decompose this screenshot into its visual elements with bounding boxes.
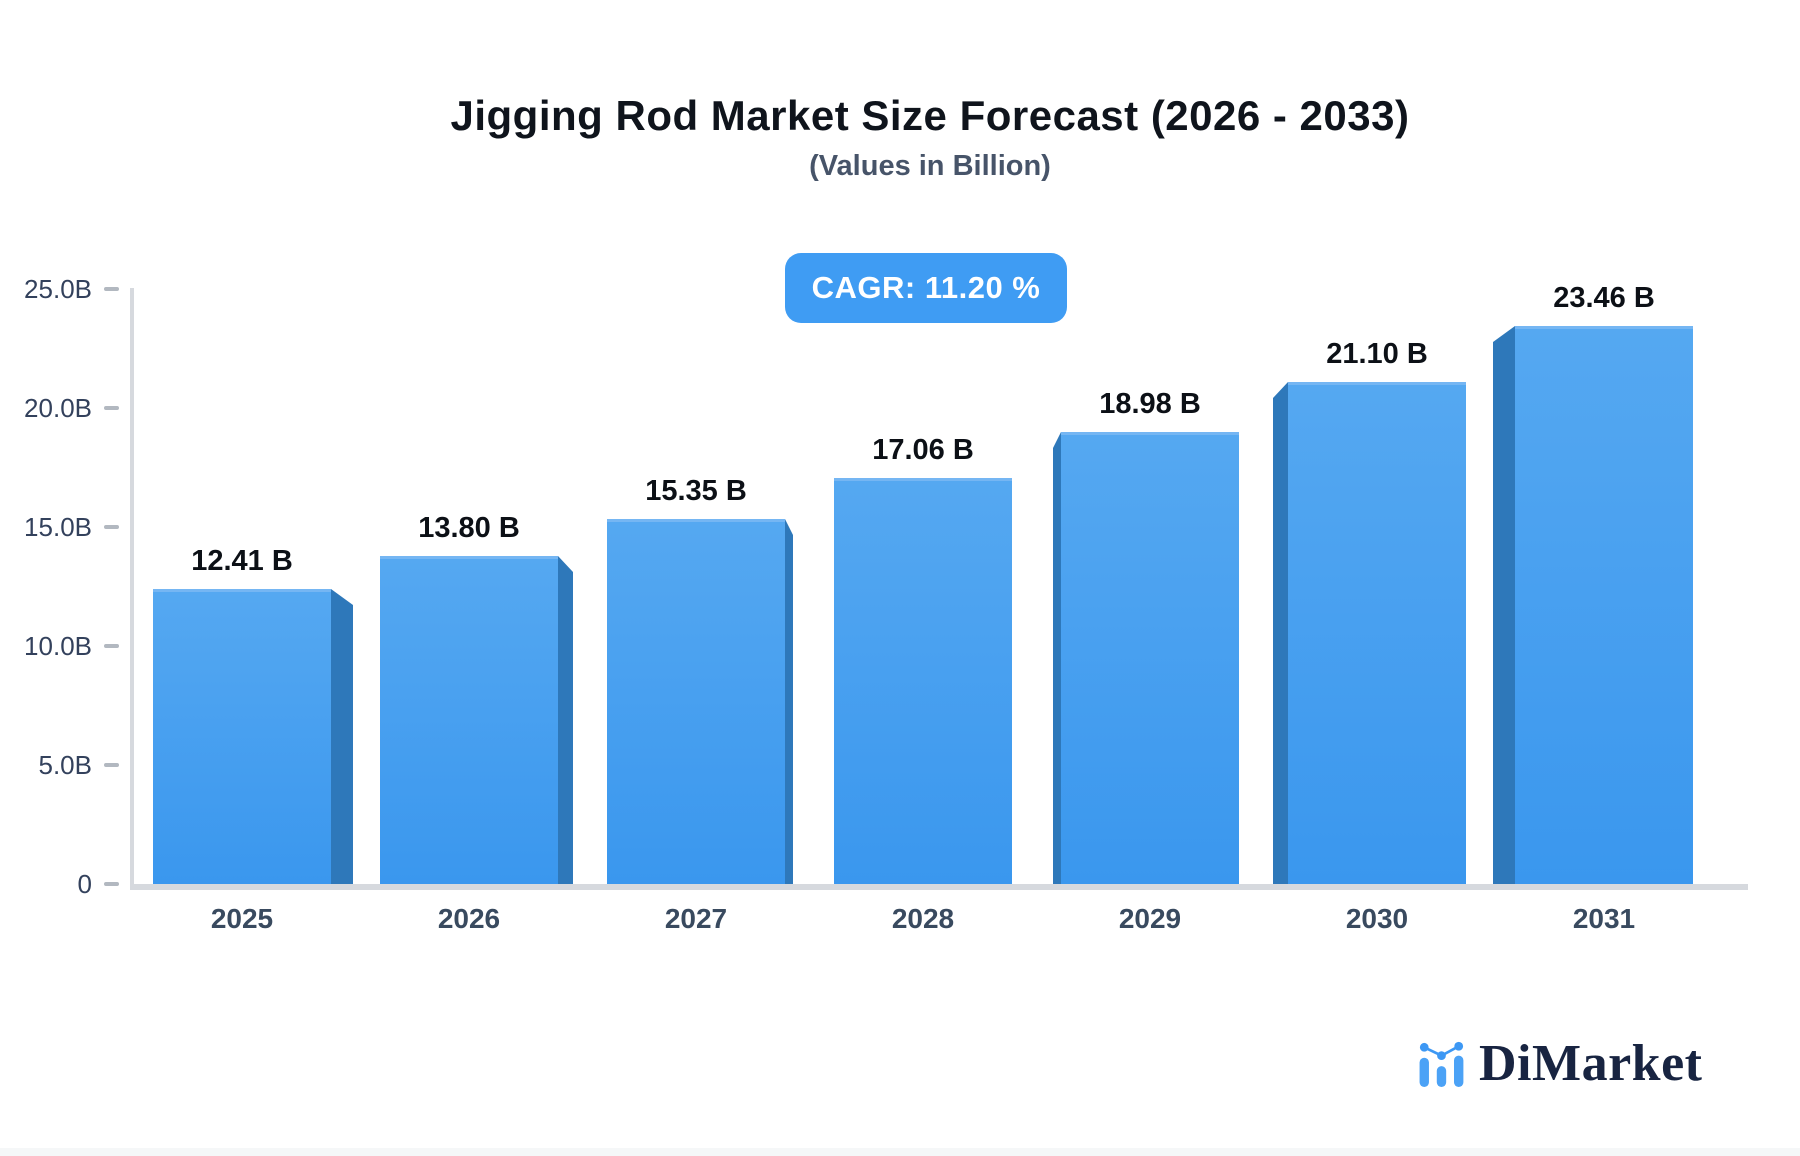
brand-name: DiMarket <box>1479 1035 1703 1092</box>
y-axis-tick-label: 10.0B <box>24 631 92 661</box>
bar-value-label: 13.80 B <box>418 512 520 544</box>
bar <box>1061 432 1239 884</box>
y-axis-line <box>130 288 134 884</box>
chart-title: Jigging Rod Market Size Forecast (2026 -… <box>450 92 1410 139</box>
x-axis-label: 2029 <box>1118 903 1182 934</box>
bar-side-face <box>1273 382 1288 884</box>
bar <box>380 556 558 884</box>
bar-side-face <box>785 519 793 884</box>
cagr-badge: CAGR: 11.20 % <box>785 253 1067 323</box>
bar-value-label: 23.46 B <box>1553 282 1655 314</box>
y-axis-tick-mark <box>104 644 119 648</box>
bar-side-face <box>1053 432 1061 884</box>
x-axis-label: 2028 <box>891 903 955 934</box>
y-axis-tick-label: 15.0B <box>24 512 92 542</box>
bar <box>834 478 1012 884</box>
x-axis-label: 2027 <box>664 903 728 934</box>
y-axis-tick-label: 5.0B <box>38 750 93 780</box>
bar-side-face <box>1493 326 1515 884</box>
y-axis-tick-mark <box>104 882 119 886</box>
x-axis-label: 2026 <box>437 903 501 934</box>
bar-side-face <box>331 589 353 884</box>
y-axis-tick-mark <box>104 763 119 767</box>
bar <box>607 519 785 884</box>
bar <box>1515 326 1693 884</box>
page-bottom-strip <box>0 1148 1800 1156</box>
y-axis-tick-label: 0 <box>77 869 92 899</box>
y-axis-tick-label: 20.0B <box>24 393 92 423</box>
chart-subtitle: (Values in Billion) <box>809 150 1051 182</box>
bar-value-label: 21.10 B <box>1326 338 1428 370</box>
bar-chart-logo-icon <box>1419 1041 1464 1087</box>
x-axis-label: 2025 <box>210 903 274 934</box>
bar-side-face <box>558 556 573 884</box>
y-axis-tick-mark <box>104 406 119 410</box>
x-axis-label: 2030 <box>1345 903 1409 934</box>
bar-value-label: 17.06 B <box>872 434 974 466</box>
bar <box>1288 382 1466 884</box>
x-axis-label: 2031 <box>1572 903 1636 934</box>
bar <box>153 589 331 884</box>
bar-value-label: 15.35 B <box>645 475 747 507</box>
x-axis-line <box>130 884 1748 890</box>
y-axis-tick-mark <box>104 287 119 291</box>
y-axis-tick-mark <box>104 525 119 529</box>
brand-logo: DiMarket <box>1418 1035 1703 1092</box>
y-axis-tick-label: 25.0B <box>24 274 92 304</box>
bar-value-label: 12.41 B <box>191 545 293 577</box>
bar-value-label: 18.98 B <box>1099 388 1201 420</box>
